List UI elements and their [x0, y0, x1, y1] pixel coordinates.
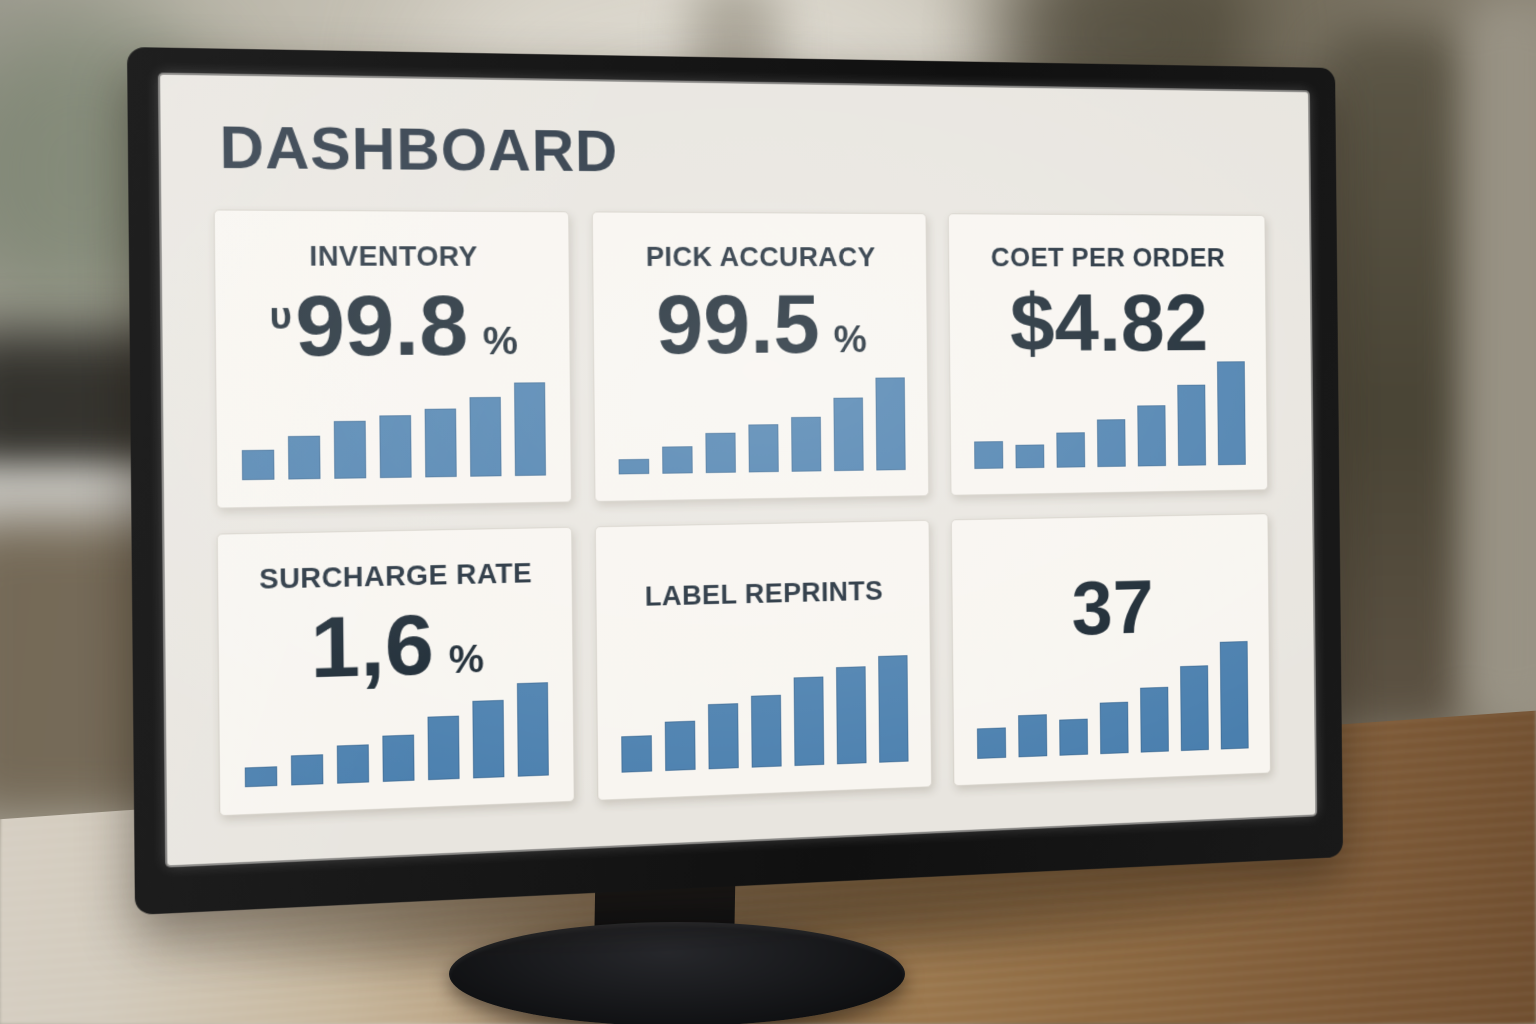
bar [1136, 405, 1166, 467]
bar [242, 450, 275, 481]
bar [662, 445, 693, 474]
bar [793, 676, 825, 766]
bar [1096, 419, 1126, 468]
bar [424, 408, 458, 478]
bar [618, 458, 650, 475]
kpi-value: 1,6 [309, 595, 435, 696]
kpi-value-row: 1,6% [309, 595, 485, 696]
kpi-card-label-reprints: LABEL REPRINTS [594, 519, 933, 801]
bar [334, 420, 367, 479]
bar [469, 396, 502, 477]
bar [382, 734, 415, 782]
kpi-value-row: υ 99.8% [269, 276, 518, 374]
kpi-card-pick-accuracy: PICK ACCURACY 99.5% [591, 211, 930, 503]
kpi-value: 37 [1071, 563, 1154, 652]
kpi-card-surcharge-rate: SURCHARGE RATE 1,6% [216, 526, 575, 817]
kpi-title: INVENTORY [309, 240, 478, 272]
kpi-card-inventory: INVENTORY υ 99.8% [213, 209, 572, 509]
kpi-unit: % [482, 320, 518, 364]
bar [1139, 686, 1169, 753]
background-blur-shape [1465, 0, 1536, 720]
monitor-bezel: DASHBOARD INVENTORY υ 99.8% PICK ACCURACY… [127, 47, 1344, 915]
kpi-unit: % [448, 638, 485, 682]
kpi-value-row: $4.82 [1009, 276, 1209, 369]
bar [1219, 641, 1249, 750]
bar [621, 735, 653, 773]
bar [472, 699, 505, 779]
kpi-value-row: 99.5% [655, 276, 868, 372]
kpi-value: $4.82 [1009, 276, 1209, 369]
kpi-title: PICK ACCURACY [645, 241, 876, 273]
kpi-value: 99.5 [655, 276, 821, 372]
kpi-title: LABEL REPRINTS [644, 575, 884, 612]
kpi-title: SURCHARGE RATE [259, 557, 533, 595]
bar [976, 727, 1006, 759]
bar [1179, 664, 1209, 752]
kpi-value: 99.8 [294, 276, 469, 374]
bar [337, 744, 370, 784]
kpi-unit: % [833, 319, 868, 361]
bar [1056, 432, 1085, 468]
bar [664, 721, 696, 771]
kpi-bar-chart [972, 361, 1247, 469]
bar [836, 666, 867, 765]
kpi-value-row: 37 [1071, 563, 1154, 652]
screen: DASHBOARD INVENTORY υ 99.8% PICK ACCURACY… [160, 74, 1316, 866]
kpi-bar-chart [240, 382, 548, 481]
bar [517, 682, 550, 777]
bar [1216, 361, 1246, 466]
kpi-value-prefix: υ [269, 294, 293, 337]
bar [751, 694, 782, 768]
bar [878, 655, 909, 763]
bar [833, 397, 864, 472]
kpi-grid: INVENTORY υ 99.8% PICK ACCURACY 99.5% COE… [213, 209, 1271, 817]
monitor-stand-base [449, 922, 905, 1024]
bar [379, 415, 412, 479]
bar [748, 424, 779, 473]
bar [288, 435, 321, 480]
kpi-bar-chart [243, 682, 551, 788]
bar [1015, 444, 1045, 469]
bar [791, 416, 822, 472]
bar [1176, 384, 1206, 466]
bar [427, 716, 460, 781]
background-blur-shape [1320, 30, 1470, 730]
bar [973, 441, 1003, 469]
kpi-bar-chart [616, 377, 906, 475]
kpi-bar-chart [975, 641, 1250, 759]
bar [245, 765, 278, 788]
bar [291, 754, 324, 786]
kpi-title: COET PER ORDER [990, 242, 1226, 273]
kpi-card-cost-per-order: COET PER ORDER $4.82 [948, 213, 1269, 496]
bar [1099, 702, 1129, 755]
bar [1058, 718, 1088, 756]
page-title: DASHBOARD [219, 115, 619, 185]
bar [875, 377, 906, 471]
bar [514, 382, 547, 476]
bar [1017, 714, 1047, 758]
kpi-bar-chart [619, 655, 910, 773]
kpi-card-37: 37 [951, 513, 1271, 787]
bar [705, 432, 736, 474]
bar [708, 703, 739, 770]
